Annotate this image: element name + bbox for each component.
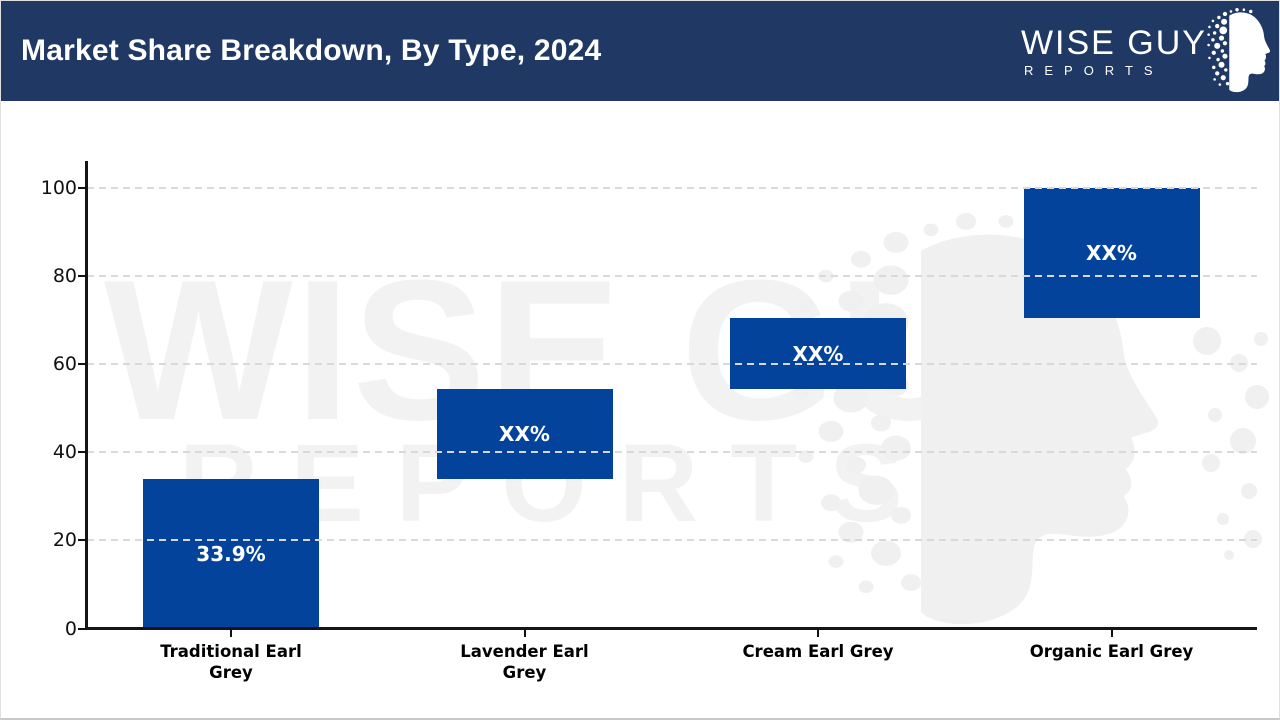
brand-name: WISE GUY	[1020, 23, 1207, 62]
x-axis-line	[85, 627, 1257, 630]
grid-line	[87, 186, 1257, 189]
bar-value-label: XX%	[792, 341, 844, 366]
page-title: Market Share Breakdown, By Type, 2024	[21, 34, 602, 67]
bar-value-label: 33.9%	[196, 541, 266, 566]
y-tick-label: 0	[64, 617, 77, 640]
brand-logo: WISE GUY REPORTS	[1021, 8, 1273, 94]
x-tick-mark	[1110, 630, 1113, 637]
grid-line	[87, 451, 1257, 454]
x-axis-label: Cream Earl Grey	[742, 642, 894, 661]
bar	[436, 389, 613, 479]
y-tick-mark	[78, 186, 86, 189]
bar-value-label: XX%	[499, 422, 550, 447]
bar-value-label: XX%	[1086, 240, 1137, 265]
wiseguy-head-icon	[1201, 8, 1273, 94]
y-tick-label: 20	[52, 529, 77, 552]
y-axis-line	[85, 161, 88, 630]
bar	[1023, 187, 1200, 319]
y-tick-mark	[78, 451, 86, 454]
brand-subtitle: REPORTS	[1023, 62, 1164, 78]
y-tick-mark	[78, 627, 86, 630]
grid-line	[87, 362, 1257, 365]
y-tick-mark	[78, 539, 86, 542]
bar	[730, 318, 906, 390]
grid-line	[87, 539, 1257, 542]
bar	[143, 479, 319, 629]
y-tick-label: 40	[52, 441, 77, 464]
brand-text: WISE GUY REPORTS	[1021, 26, 1207, 77]
y-tick-mark	[78, 274, 86, 277]
x-axis-label: Traditional Earl Grey	[160, 642, 302, 682]
y-tick-label: 60	[52, 352, 77, 375]
y-tick-label: 80	[52, 264, 77, 287]
watermark-dots-icon	[1193, 327, 1269, 560]
y-tick-mark	[78, 362, 86, 365]
grid-line	[87, 274, 1257, 277]
x-axis-label: Organic Earl Grey	[1029, 642, 1194, 661]
x-axis-label: Lavender Earl Grey	[460, 642, 589, 682]
header-bar: Market Share Breakdown, By Type, 2024 WI…	[1, 1, 1279, 101]
x-tick-mark	[523, 630, 526, 637]
x-tick-mark	[230, 630, 232, 637]
x-tick-mark	[817, 630, 819, 637]
y-tick-label: 100	[40, 176, 77, 199]
